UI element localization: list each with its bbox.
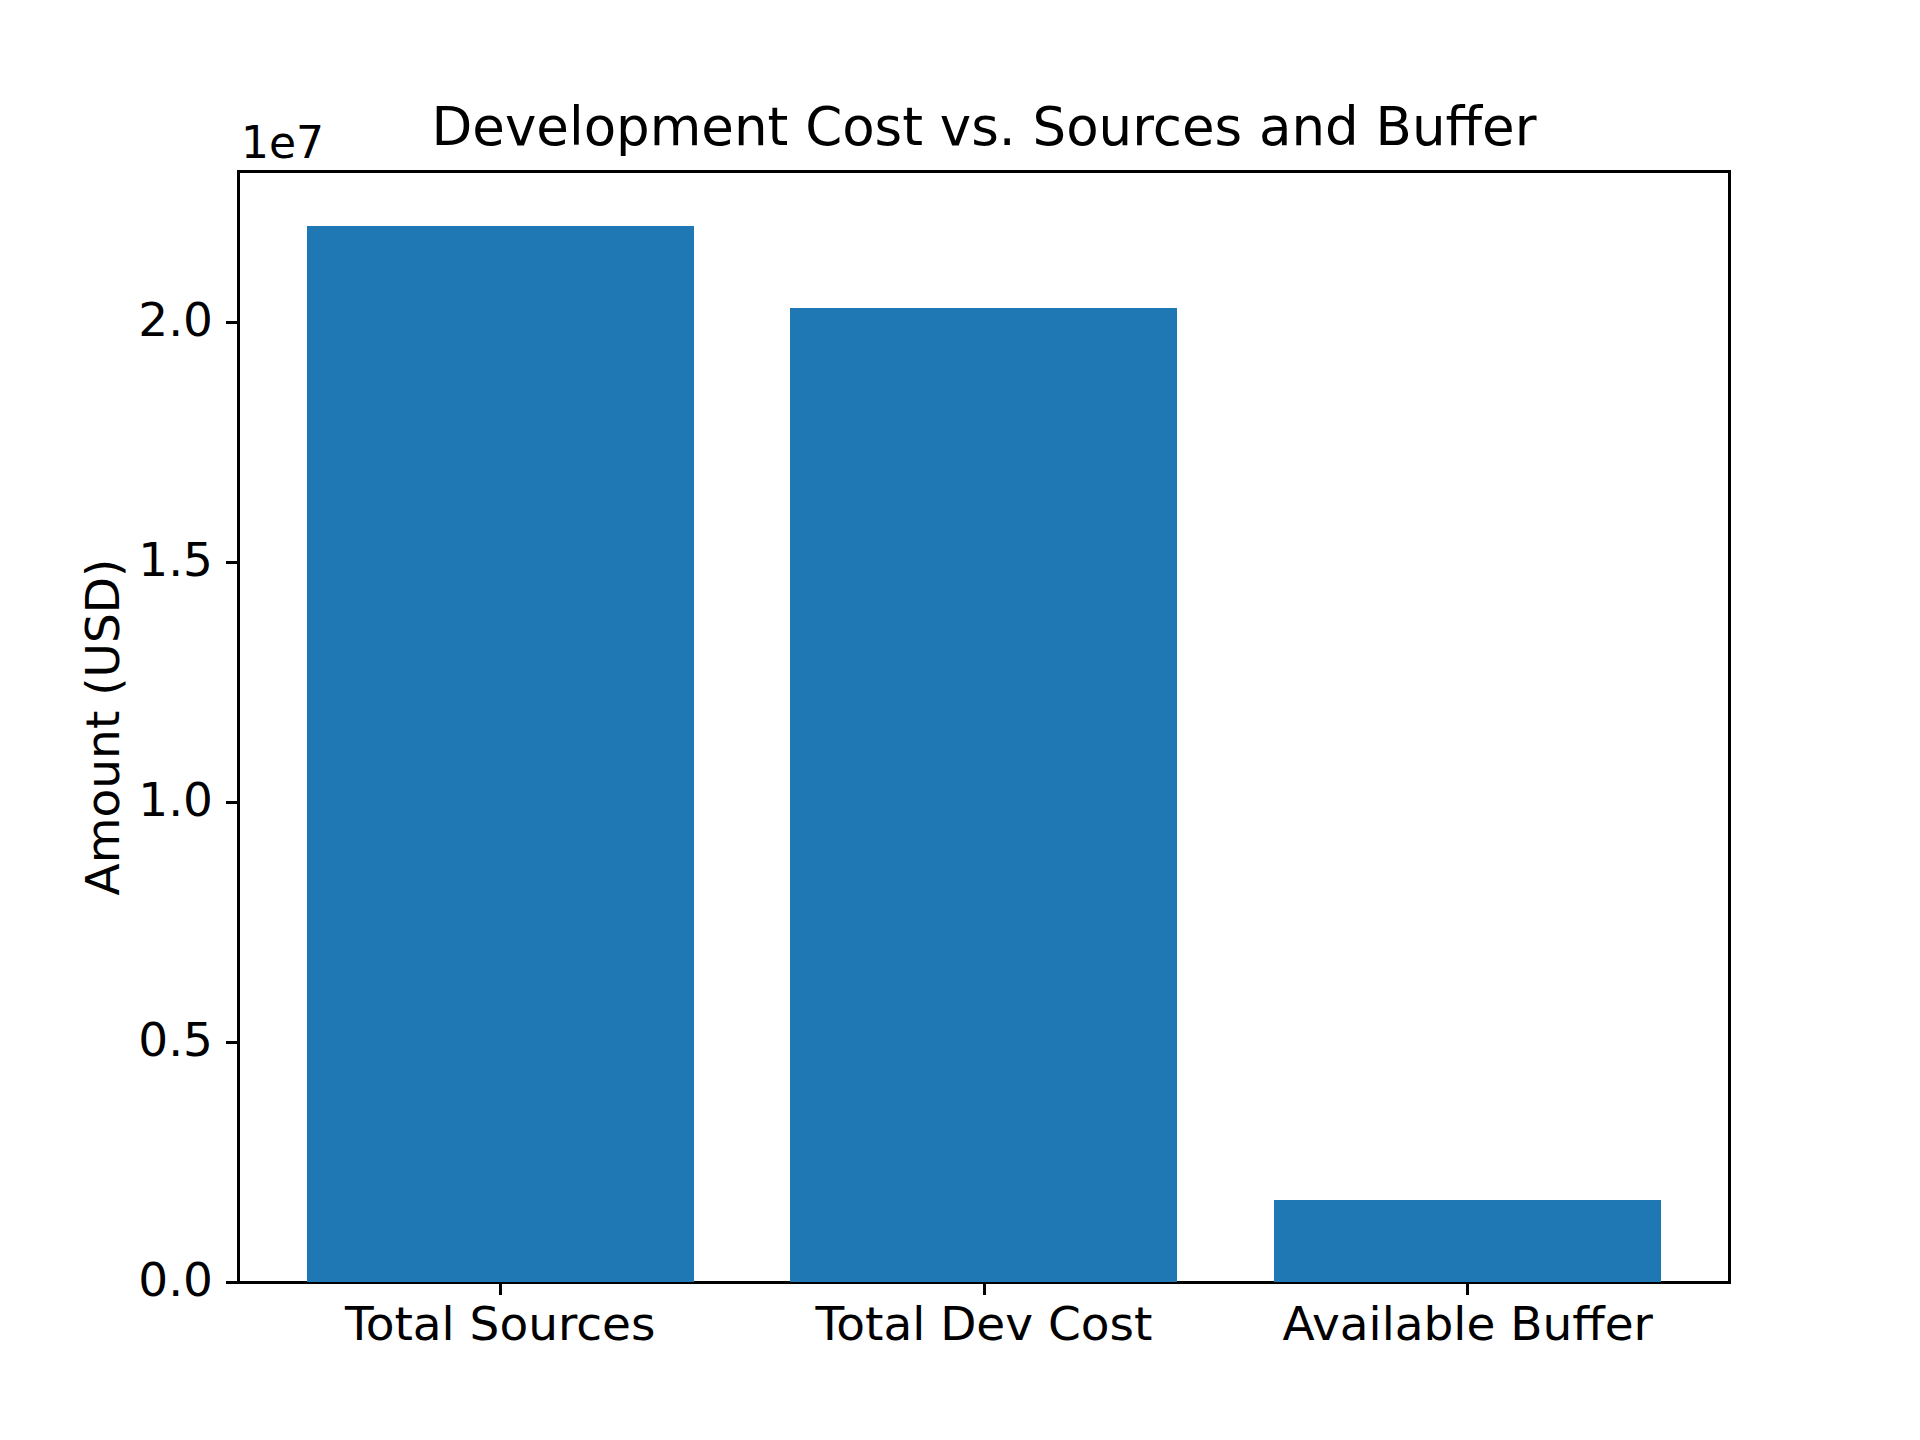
y-tick-mark — [226, 1281, 239, 1284]
x-tick-label-total-sources: Total Sources — [220, 1300, 780, 1347]
y-tick-label: 0.0 — [13, 1256, 213, 1303]
x-tick-mark — [1466, 1283, 1469, 1295]
x-tick-mark — [983, 1283, 986, 1295]
y-tick-label: 0.5 — [13, 1016, 213, 1063]
y-axis-offset-label: 1e7 — [241, 121, 324, 165]
y-tick-mark — [226, 321, 239, 324]
bar-available-buffer — [1274, 1200, 1661, 1282]
y-tick-mark — [226, 801, 239, 804]
x-tick-label-available-buffer: Available Buffer — [1188, 1300, 1748, 1347]
y-tick-mark — [226, 561, 239, 564]
y-tick-label: 1.5 — [13, 536, 213, 583]
y-axis-label: Amount (USD) — [79, 427, 127, 1027]
y-tick-label: 2.0 — [13, 296, 213, 343]
chart-title: Development Cost vs. Sources and Buffer — [239, 100, 1729, 153]
x-tick-label-total-dev-cost: Total Dev Cost — [704, 1300, 1264, 1347]
bar-chart-figure: Development Cost vs. Sources and Buffer … — [0, 0, 1920, 1440]
y-tick-mark — [226, 1041, 239, 1044]
y-tick-label: 1.0 — [13, 776, 213, 823]
x-tick-mark — [499, 1283, 502, 1295]
bar-total-sources — [307, 226, 694, 1282]
bar-total-dev-cost — [790, 308, 1177, 1282]
